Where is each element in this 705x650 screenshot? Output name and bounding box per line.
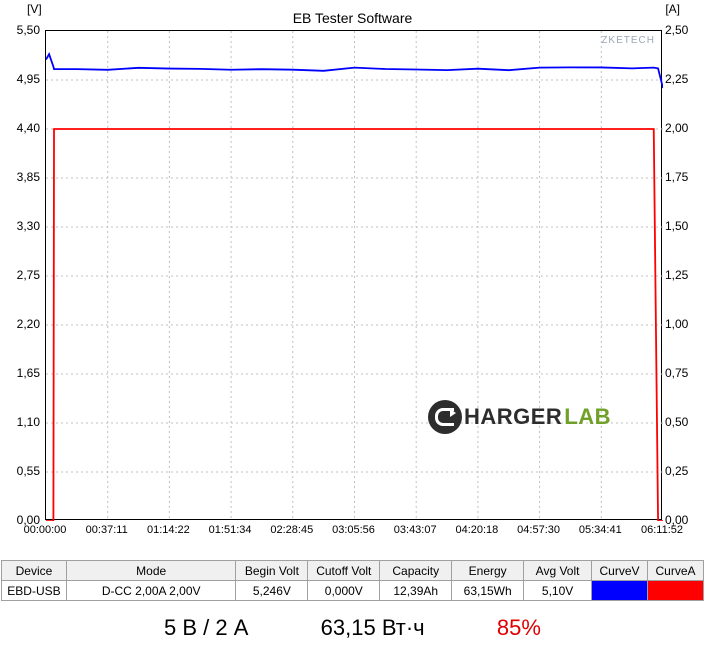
xtick: 02:28:45 [270,524,313,536]
logo-text-green: LAB [564,404,611,430]
chargerlab-logo: HARGERLAB [428,400,611,434]
cell-mode: D-CC 2,00A 2,00V [66,581,236,601]
summary-pct: 85% [497,615,541,640]
xtick: 04:20:18 [455,524,498,536]
curve-a-swatch [647,581,703,601]
ytick-right: 2,25 [665,72,699,86]
ytick-right: 1,75 [665,170,699,184]
xtick: 03:43:07 [394,524,437,536]
summary-spec: 5 В / 2 А [164,615,248,640]
header-cutoff-volt: Cutoff Volt [308,561,380,581]
ytick-left: 3,85 [6,170,40,184]
ytick-left: 3,30 [6,219,40,233]
xtick: 00:37:11 [86,524,128,536]
xtick: 04:57:30 [517,524,560,536]
cell-capacity: 12,39Ah [380,581,452,601]
header-capacity: Capacity [380,561,452,581]
xtick: 00:00:00 [24,524,67,536]
cell-device: EBD-USB [2,581,67,601]
xtick: 01:14:22 [147,524,190,536]
logo-icon [428,400,462,434]
table-row: EBD-USB D-CC 2,00A 2,00V 5,246V 0,000V 1… [2,581,704,601]
header-begin-volt: Begin Volt [236,561,308,581]
ytick-left: 1,10 [6,415,40,429]
ytick-right: 1,00 [665,317,699,331]
curve-v-swatch [592,581,648,601]
xtick: 05:34:41 [579,524,622,536]
ytick-right: 2,00 [665,121,699,135]
summary-line: 5 В / 2 А 63,15 Вт·ч 85% [0,615,705,641]
ytick-left: 5,50 [6,23,40,37]
chart-area: [V] [A] EB Tester Software ZKETECH HARGE… [5,2,700,557]
ytick-right: 0,50 [665,415,699,429]
cell-begin-volt: 5,246V [236,581,308,601]
header-avg-volt: Avg Volt [524,561,592,581]
cell-avg-volt: 5,10V [524,581,592,601]
xtick: 01:51:34 [209,524,252,536]
header-curvev: CurveV [592,561,648,581]
table-header-row: DeviceModeBegin VoltCutoff VoltCapacityE… [2,561,704,581]
ytick-left: 4,95 [6,72,40,86]
header-curvea: CurveA [647,561,703,581]
ytick-right: 1,25 [665,268,699,282]
chart-title: EB Tester Software [5,10,700,26]
ytick-left: 1,65 [6,366,40,380]
header-energy: Energy [452,561,524,581]
ytick-left: 2,75 [6,268,40,282]
cell-cutoff-volt: 0,000V [308,581,380,601]
ytick-left: 2,20 [6,317,40,331]
reading-table: DeviceModeBegin VoltCutoff VoltCapacityE… [1,560,704,601]
ytick-right: 0,25 [665,464,699,478]
logo-text-dark: HARGER [464,404,562,430]
ytick-right: 0,75 [665,366,699,380]
header-device: Device [2,561,67,581]
xtick: 06:11:52 [641,524,683,536]
summary-energy: 63,15 Вт·ч [321,615,425,640]
cell-energy: 63,15Wh [452,581,524,601]
ytick-left: 0,55 [6,464,40,478]
xtick: 03:05:56 [332,524,375,536]
ytick-right: 1,50 [665,219,699,233]
ytick-left: 4,40 [6,121,40,135]
plot-svg [46,31,663,521]
ytick-right: 2,50 [665,23,699,37]
plot-region: ZKETECH HARGERLAB [45,30,662,520]
header-mode: Mode [66,561,236,581]
